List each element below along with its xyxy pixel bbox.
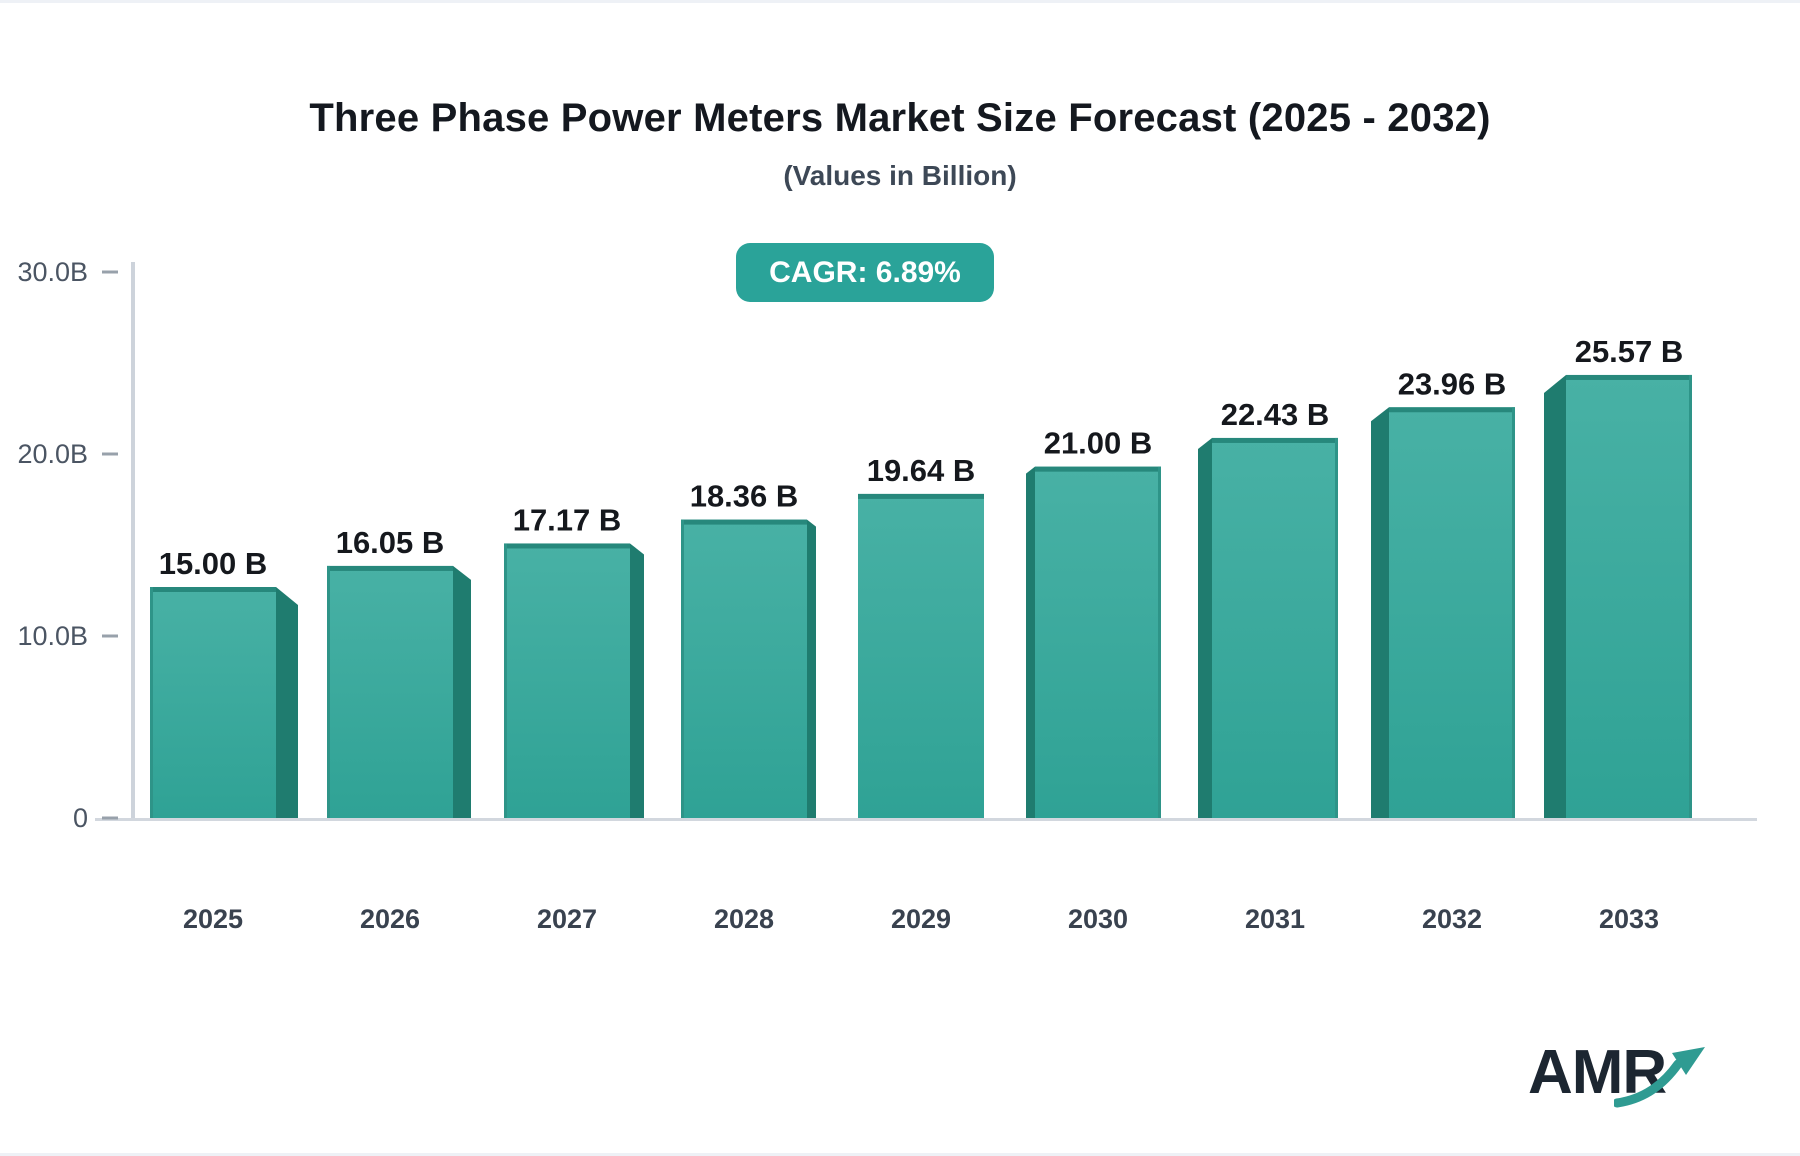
bar-top-edge bbox=[1212, 437, 1338, 443]
bar-value-label: 25.57 B bbox=[1575, 334, 1684, 369]
y-tick-label: 10.0B bbox=[17, 621, 88, 651]
bar-value-label: 18.36 B bbox=[690, 479, 799, 514]
bar-top-edge bbox=[150, 587, 276, 592]
bar-value-label: 16.05 B bbox=[336, 525, 445, 560]
x-axis-label: 2030 bbox=[1068, 904, 1128, 934]
bar-top-edge bbox=[858, 493, 984, 499]
bar-value-label: 15.00 B bbox=[159, 546, 268, 581]
x-axis-label: 2028 bbox=[714, 904, 774, 934]
bar-side-face bbox=[807, 519, 816, 818]
page-title: Three Phase Power Meters Market Size For… bbox=[309, 96, 1491, 140]
x-axis-label: 2033 bbox=[1599, 904, 1659, 934]
bar-front-face bbox=[1035, 466, 1161, 818]
bar-front-face bbox=[327, 565, 453, 818]
bar-value-label: 17.17 B bbox=[513, 502, 622, 537]
bar-edge-highlight bbox=[327, 565, 330, 818]
x-axis-label: 2025 bbox=[183, 904, 243, 934]
chart-subtitle: (Values in Billion) bbox=[783, 160, 1017, 191]
x-axis-label: 2026 bbox=[360, 904, 420, 934]
bar-edge-highlight bbox=[1689, 374, 1692, 818]
bar-edge-highlight bbox=[150, 587, 153, 818]
bar-value-label: 21.00 B bbox=[1044, 426, 1153, 461]
bar-top-edge bbox=[1389, 407, 1515, 413]
x-axis-label: 2032 bbox=[1422, 904, 1482, 934]
bar-front-face bbox=[150, 587, 276, 818]
bottom-border bbox=[0, 1153, 1800, 1156]
cagr-badge: CAGR: 6.89% bbox=[736, 243, 994, 302]
bar-side-face bbox=[1371, 407, 1389, 818]
bar-front-face bbox=[1212, 437, 1338, 818]
bar-front-face bbox=[858, 493, 984, 818]
bar-side-face bbox=[1198, 437, 1212, 818]
y-tick-label: 0 bbox=[73, 803, 88, 833]
y-tick-label: 30.0B bbox=[17, 257, 88, 287]
bar-2031: 22.43 B 2031 bbox=[1198, 397, 1338, 934]
bar-front-face bbox=[504, 543, 630, 818]
bar-top-edge bbox=[327, 565, 453, 571]
bar-2028: 18.36 B 2028 bbox=[681, 479, 816, 934]
growth-arrow-icon bbox=[1614, 1047, 1705, 1108]
x-axis-label: 2027 bbox=[537, 904, 597, 934]
bar-top-edge bbox=[1566, 374, 1692, 380]
bar-2025: 15.00 B 2025 bbox=[150, 546, 298, 934]
bar-2032: 23.96 B 2032 bbox=[1371, 366, 1515, 934]
bar-front-face bbox=[1566, 374, 1692, 818]
bar-top-edge bbox=[681, 519, 807, 525]
bar-2026: 16.05 B 2026 bbox=[327, 525, 471, 934]
x-axis-label: 2031 bbox=[1245, 904, 1305, 934]
bar-2029: 19.64 B 2029 bbox=[858, 453, 984, 934]
bar-side-face bbox=[276, 587, 298, 818]
bar-top-edge bbox=[1035, 466, 1161, 472]
bar-front-face bbox=[681, 519, 807, 818]
bar-2030: 21.00 B 2030 bbox=[1026, 426, 1161, 934]
bar-edge-highlight bbox=[504, 543, 507, 818]
bar-side-face bbox=[453, 565, 471, 818]
x-axis-label: 2029 bbox=[891, 904, 951, 934]
bar-side-face bbox=[630, 543, 644, 818]
y-tick-label: 20.0B bbox=[17, 439, 88, 469]
bar-edge-highlight bbox=[1512, 407, 1515, 818]
top-border bbox=[0, 0, 1800, 3]
bar-edge-highlight bbox=[1335, 437, 1338, 818]
bar-side-face bbox=[1026, 466, 1035, 818]
bar-2027: 17.17 B 2027 bbox=[504, 502, 644, 934]
amr-logo: AMR bbox=[1528, 1030, 1728, 1120]
bar-edge-highlight bbox=[681, 519, 684, 818]
bar-side-face bbox=[1544, 374, 1566, 818]
bar-edge-highlight bbox=[1158, 466, 1161, 818]
bar-value-label: 23.96 B bbox=[1398, 366, 1507, 401]
bar-front-face bbox=[1389, 407, 1515, 818]
bar-value-label: 19.64 B bbox=[867, 453, 976, 488]
bar-2033: 25.57 B 2033 bbox=[1544, 334, 1692, 934]
bar-top-edge bbox=[504, 543, 630, 549]
bar-value-label: 22.43 B bbox=[1221, 397, 1330, 432]
